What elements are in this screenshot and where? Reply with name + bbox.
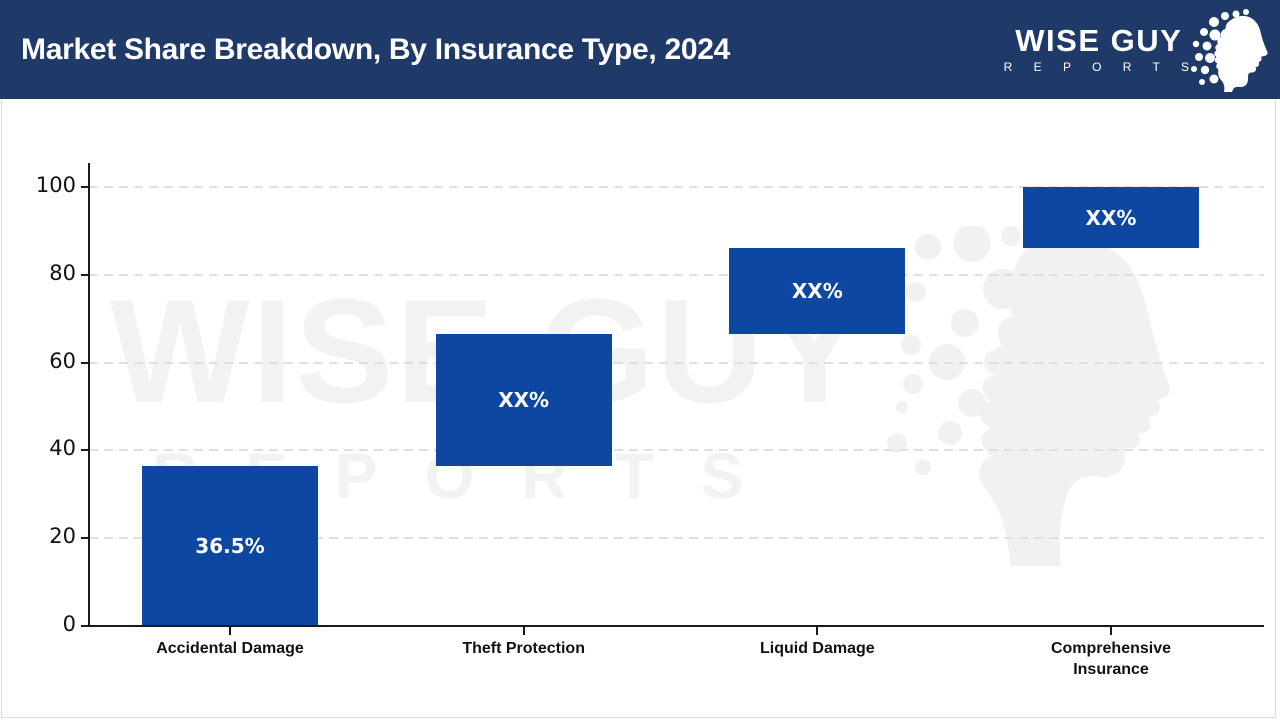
logo-text: WISE GUY R E P O R T S xyxy=(1000,25,1198,74)
bar-value-label: XX% xyxy=(498,387,550,412)
gridline-40 xyxy=(89,449,1264,452)
y-tick-100 xyxy=(81,186,89,188)
x-category-label: Theft Protection xyxy=(462,640,585,657)
header-bar: Market Share Breakdown, By Insurance Typ… xyxy=(0,0,1280,99)
y-tick-label: 100 xyxy=(35,173,76,197)
logo-face-icon xyxy=(1191,8,1268,92)
gridline-20 xyxy=(89,537,1264,540)
x-tick-3 xyxy=(1110,627,1112,635)
watermark-face-icon xyxy=(887,226,1170,566)
y-tick-label: 20 xyxy=(49,524,76,549)
x-tick-2 xyxy=(816,627,819,635)
bar-segment-2: XX% xyxy=(729,248,906,335)
bar-value-label: 36.5% xyxy=(195,533,265,558)
gridline-80 xyxy=(89,273,1264,276)
y-tick-20 xyxy=(81,537,89,540)
gridline-60 xyxy=(89,361,1264,364)
y-tick-label: 80 xyxy=(49,260,76,285)
wise-guy-logo: WISE GUY R E P O R T S xyxy=(1000,8,1272,92)
bar-segment-0: 36.5% xyxy=(142,465,318,626)
y-tick-label: 40 xyxy=(49,436,76,461)
bar-segment-1: XX% xyxy=(435,334,612,466)
y-tick-80 xyxy=(81,273,89,276)
x-category-label: Comprehensive Insurance xyxy=(1050,640,1172,678)
logo-wordmark: WISE GUY xyxy=(1015,23,1183,58)
y-axis-line xyxy=(88,163,90,626)
gridline-100 xyxy=(89,186,1264,188)
y-tick-0 xyxy=(81,625,89,627)
x-tick-1 xyxy=(522,627,525,635)
x-category-label: Liquid Damage xyxy=(759,640,875,657)
y-tick-label: 60 xyxy=(49,348,76,373)
bar-value-label: XX% xyxy=(1085,205,1137,230)
x-category-label: Accidental Damage xyxy=(156,640,304,657)
y-tick-60 xyxy=(81,361,89,364)
bar-value-label: XX% xyxy=(791,279,843,304)
page-title: Market Share Breakdown, By Insurance Typ… xyxy=(21,32,730,66)
x-axis-line xyxy=(88,625,1264,627)
bar-segment-3: XX% xyxy=(1023,187,1199,249)
logo-subtitle: R E P O R T S xyxy=(1003,60,1198,74)
x-tick-0 xyxy=(229,627,231,635)
y-tick-40 xyxy=(81,449,89,452)
y-tick-label: 0 xyxy=(62,612,76,636)
